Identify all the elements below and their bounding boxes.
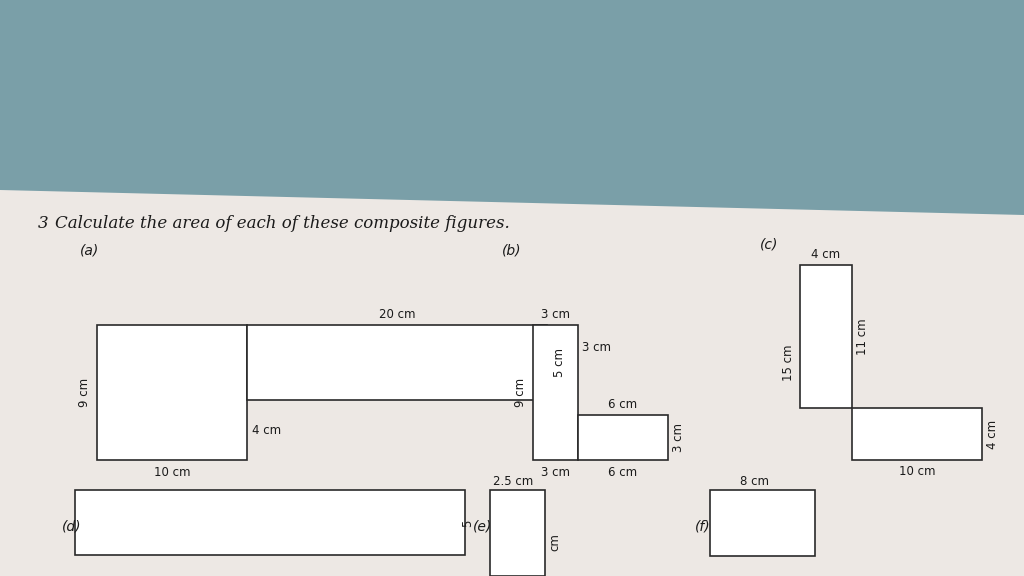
Text: 9 cm: 9 cm [78, 378, 91, 407]
Text: 5: 5 [462, 520, 474, 526]
Text: 4 cm: 4 cm [252, 423, 281, 437]
Bar [578, 415, 668, 460]
Bar [75, 490, 465, 555]
Text: 20 cm: 20 cm [379, 308, 416, 320]
Text: (a): (a) [80, 244, 99, 258]
Text: (f): (f) [695, 519, 711, 533]
Bar [710, 490, 815, 556]
Text: 6 cm: 6 cm [608, 397, 638, 411]
Text: (c): (c) [760, 237, 778, 251]
Text: 11 cm: 11 cm [856, 318, 869, 355]
Text: (b): (b) [502, 244, 521, 258]
Text: 10 cm: 10 cm [154, 466, 190, 479]
Bar [490, 490, 545, 576]
Text: 15 cm: 15 cm [781, 344, 795, 381]
Bar [0, 0, 1024, 195]
Polygon shape [0, 190, 1024, 576]
Text: 9 cm: 9 cm [514, 378, 527, 407]
Text: (d): (d) [62, 519, 82, 533]
Bar [97, 325, 247, 460]
Bar [852, 408, 982, 460]
Text: Calculate the area of each of these composite figures.: Calculate the area of each of these comp… [55, 215, 510, 232]
Text: 3: 3 [38, 215, 48, 232]
Bar [247, 325, 547, 400]
Text: 3 cm: 3 cm [583, 341, 611, 354]
Bar [534, 325, 578, 460]
Text: (e): (e) [473, 519, 493, 533]
Text: 3 cm: 3 cm [541, 466, 570, 479]
Text: 3 cm: 3 cm [541, 308, 570, 320]
Text: cm: cm [548, 533, 561, 551]
Text: 4 cm: 4 cm [986, 419, 998, 449]
Text: 3 cm: 3 cm [673, 423, 685, 452]
Text: 10 cm: 10 cm [899, 465, 935, 478]
Text: 4 cm: 4 cm [811, 248, 841, 261]
Text: 8 cm: 8 cm [740, 475, 769, 488]
Bar [800, 265, 852, 408]
Text: 2.5 cm: 2.5 cm [493, 475, 534, 488]
Text: 6 cm: 6 cm [608, 466, 638, 479]
Text: 5 cm: 5 cm [553, 348, 566, 377]
